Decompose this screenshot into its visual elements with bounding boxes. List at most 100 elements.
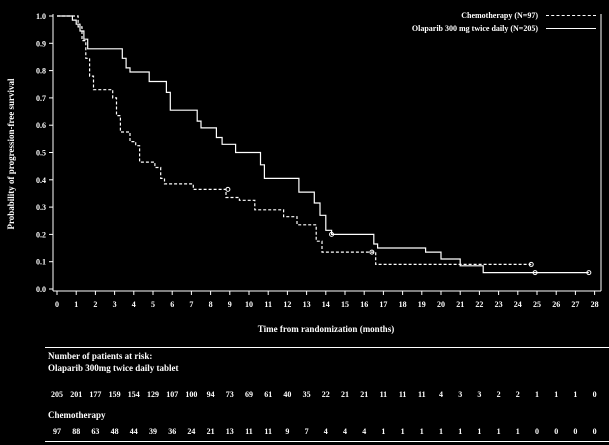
y-tick-label: 0.6	[36, 121, 46, 130]
y-tick-label: 0.5	[36, 149, 46, 158]
y-tick-label: 0.4	[36, 176, 46, 185]
risk-count: 1	[496, 427, 501, 436]
risk-count: 11	[245, 427, 253, 436]
risk-count: 100	[185, 390, 198, 399]
risk-count: 4	[343, 427, 347, 436]
risk-count: 1	[554, 390, 559, 399]
risk-count: 61	[264, 390, 273, 399]
x-axis-label: Time from randomization (months)	[257, 324, 395, 334]
risk-count: 154	[127, 390, 140, 399]
at-risk-label-chemotherapy: Chemotherapy	[48, 410, 106, 420]
y-tick-label: 0.0	[36, 285, 46, 294]
risk-count: 21	[360, 390, 369, 399]
x-tick-label: 18	[399, 300, 407, 309]
at-risk-bottom-divider	[45, 441, 609, 442]
x-tick-label: 6	[170, 300, 174, 309]
km-curve-solid	[57, 15, 589, 274]
y-tick-label: 0.8	[36, 67, 46, 76]
risk-count: 0	[592, 390, 597, 399]
x-tick-label: 0	[55, 300, 59, 309]
risk-count: 21	[206, 427, 215, 436]
censor-mark-icon	[369, 249, 375, 255]
at-risk-top-divider	[45, 347, 609, 348]
x-tick-label: 4	[132, 300, 136, 309]
x-tick-label: 14	[322, 300, 330, 309]
y-tick-label: 1.0	[36, 12, 46, 21]
risk-count: 48	[110, 427, 119, 436]
x-tick-label: 2	[93, 300, 97, 309]
legend: Chemotherapy (N=97) Olaparib 300 mg twic…	[0, 10, 596, 34]
legend-label-chemotherapy: Chemotherapy (N=97)	[461, 11, 538, 20]
legend-item-chemotherapy: Chemotherapy (N=97)	[461, 10, 596, 21]
risk-count: 11	[398, 390, 407, 399]
x-tick-label: 10	[245, 300, 253, 309]
x-tick-label: 3	[113, 300, 117, 309]
at-risk-header: Number of patients at risk:	[48, 351, 153, 361]
risk-count: 69	[245, 390, 253, 399]
legend-item-olaparib: Olaparib 300 mg twice daily (N=205)	[412, 23, 596, 34]
risk-count: 1	[573, 390, 578, 399]
risk-count: 177	[89, 390, 102, 399]
censor-mark-icon	[329, 231, 335, 237]
dashed-line-swatch	[546, 15, 596, 16]
y-tick-label: 0.1	[36, 258, 46, 267]
y-tick-label: 0.3	[36, 203, 46, 212]
risk-count: 201	[70, 390, 83, 399]
risk-count: 9	[285, 427, 290, 436]
risk-count: 1	[458, 427, 463, 436]
risk-count: 129	[147, 390, 159, 399]
x-tick-label: 16	[360, 300, 368, 309]
risk-count: 3	[477, 390, 482, 399]
risk-count: 4	[323, 427, 328, 436]
risk-count: 159	[108, 390, 121, 399]
x-tick-label: 23	[495, 300, 503, 309]
risk-count: 0	[535, 427, 539, 436]
at-risk-counts-olaparib: 205 201 177 159 154 129 107 100 94 73 69 61 40 35 22 21…	[0, 390, 609, 400]
solid-line-swatch	[546, 28, 596, 29]
risk-count: 63	[91, 427, 100, 436]
x-tick-label: 28	[591, 300, 599, 309]
y-axis-label: Probability of progression-free survival	[6, 78, 16, 230]
risk-count: 1	[477, 427, 482, 436]
x-tick-label: 26	[552, 300, 560, 309]
risk-count: 94	[206, 390, 215, 399]
risk-count: 21	[341, 390, 349, 399]
risk-count: 36	[168, 427, 177, 436]
risk-count: 11	[264, 427, 272, 436]
x-tick-label: 20	[437, 300, 445, 309]
legend-label-olaparib: Olaparib 300 mg twice daily (N=205)	[411, 24, 538, 33]
risk-count: 11	[379, 390, 388, 399]
x-tick-label: 8	[209, 300, 213, 309]
x-tick-label: 22	[475, 300, 483, 309]
at-risk-counts-chemotherapy: 97 88 63 48 44 39 36 24 21 13 11 11 9 7 4 4 4 1 1 1 1 1 1 1 1 0 0 0…	[0, 427, 609, 437]
risk-count: 88	[72, 427, 81, 436]
x-tick-label: 27	[571, 300, 579, 309]
x-tick-label: 5	[151, 300, 155, 309]
x-tick-label: 13	[303, 300, 311, 309]
risk-count: 97	[53, 427, 61, 436]
risk-count: 4	[362, 427, 367, 436]
censor-mark-icon	[532, 270, 538, 276]
risk-count: 1	[535, 390, 539, 399]
x-tick-label: 11	[264, 300, 272, 309]
x-tick-label: 25	[533, 300, 541, 309]
risk-count: 0	[592, 427, 597, 436]
risk-count: 205	[51, 390, 63, 399]
risk-count: 35	[302, 390, 311, 399]
x-tick-label: 17	[379, 300, 387, 309]
x-tick-label: 24	[514, 300, 522, 309]
y-tick-label: 0.2	[36, 230, 46, 239]
risk-count: 2	[515, 390, 520, 399]
y-tick-label: 0.9	[36, 39, 46, 48]
risk-count: 0	[554, 427, 559, 436]
risk-count: 39	[149, 427, 157, 436]
x-tick-label: 7	[189, 300, 193, 309]
risk-count: 22	[321, 390, 330, 399]
risk-count: 24	[187, 427, 196, 436]
risk-count: 11	[418, 390, 426, 399]
x-tick-label: 15	[341, 300, 349, 309]
km-plot: 0 1 2 3 4 5 6 7 8 9 10 11 12 13 14 15 16 17 18 19 20 21 22 23 24…	[36, 12, 602, 309]
censor-mark-icon	[586, 270, 592, 276]
risk-count: 1	[515, 427, 520, 436]
